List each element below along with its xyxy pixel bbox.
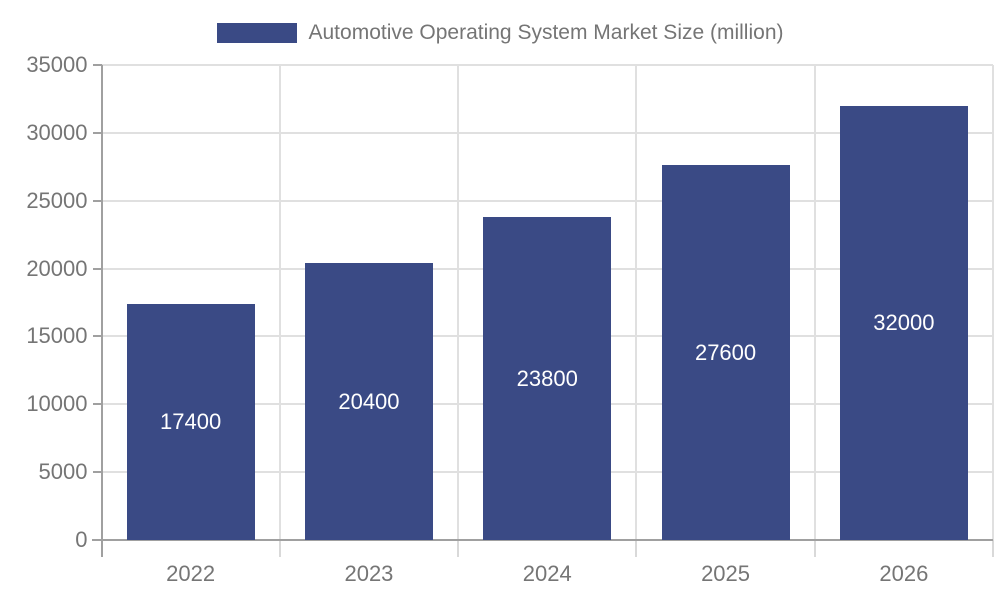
bar-value-label: 17400	[160, 408, 222, 434]
x-axis-category-label: 2024	[522, 561, 572, 586]
bar-value-label: 27600	[694, 339, 757, 365]
bar-2025[interactable]: 27600	[661, 165, 790, 540]
x-axis-tick	[992, 540, 994, 557]
y-axis-tick-label: 20000	[26, 255, 88, 281]
bar-2022[interactable]: 17400	[126, 303, 255, 540]
legend-label: Automotive Operating System Market Size …	[308, 21, 784, 44]
y-axis-tick-label: 0	[75, 527, 88, 552]
y-axis-tick	[92, 539, 102, 541]
bar-2023[interactable]: 20400	[304, 263, 433, 540]
y-axis-line	[100, 65, 103, 557]
y-axis-tick-label: 30000	[26, 119, 88, 145]
y-axis-tick-label: 35000	[26, 52, 88, 77]
gridline-vertical	[813, 65, 816, 540]
y-axis-tick-label: 5000	[38, 459, 88, 485]
x-axis-category-label: 2026	[879, 561, 929, 586]
bar-value-label: 32000	[873, 309, 935, 335]
bar-2024[interactable]: 23800	[483, 217, 612, 540]
bar-2026[interactable]: 32000	[839, 105, 968, 540]
x-axis-category-label: 2022	[166, 561, 216, 586]
gridline-vertical	[278, 65, 281, 540]
y-axis-tick	[92, 403, 102, 406]
gridline-horizontal	[101, 199, 993, 202]
y-axis-tick	[92, 471, 102, 474]
y-axis-tick	[92, 335, 102, 338]
x-axis-tick	[635, 540, 638, 557]
legend-item[interactable]: Automotive Operating System Market Size …	[0, 21, 1000, 45]
bar-value-label: 20400	[338, 388, 400, 414]
x-axis-tick	[457, 540, 460, 557]
legend-swatch	[216, 23, 297, 43]
x-axis-tick	[278, 540, 281, 557]
x-axis-category-label: 2023	[344, 561, 394, 586]
y-axis-tick-label: 25000	[26, 187, 88, 213]
gridline-vertical	[635, 65, 638, 540]
gridline-horizontal	[101, 131, 993, 134]
gridline-horizontal	[101, 64, 993, 66]
y-axis-tick-label: 15000	[26, 323, 88, 349]
x-axis-line	[91, 539, 993, 541]
bar-value-label: 23800	[516, 365, 578, 391]
y-axis-tick	[92, 199, 102, 202]
x-axis-tick	[813, 540, 816, 557]
gridline-vertical	[457, 65, 460, 540]
y-axis-tick	[92, 64, 102, 66]
x-axis-category-label: 2025	[701, 561, 751, 586]
y-axis-tick-label: 10000	[26, 391, 88, 417]
y-axis-tick	[92, 131, 102, 134]
y-axis-tick	[92, 267, 102, 270]
gridline-vertical	[992, 65, 994, 540]
